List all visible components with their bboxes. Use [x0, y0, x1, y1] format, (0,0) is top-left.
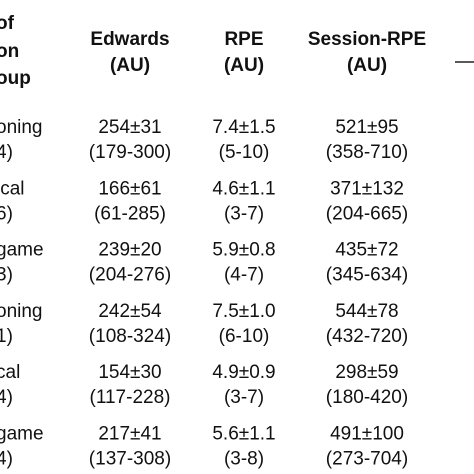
- cell: 239±20: [98, 240, 161, 261]
- stub-header: on: [0, 41, 19, 62]
- cell: 435±72: [335, 240, 398, 261]
- column-header: (AU): [110, 55, 150, 76]
- cell: (117-228): [90, 387, 171, 408]
- column-header: (AU): [224, 55, 264, 76]
- group-label: 1): [0, 326, 13, 347]
- group-label: oning: [0, 301, 43, 322]
- group-label: 4): [0, 449, 13, 470]
- cell: (3-7): [224, 203, 264, 224]
- group-label: 3): [0, 265, 13, 286]
- cell: (3-7): [224, 387, 264, 408]
- cell: 7.4±1.5: [212, 117, 275, 138]
- cell: (345-634): [326, 265, 408, 286]
- cell: 491±100: [330, 424, 404, 445]
- cell: 5.6±1.1: [212, 424, 275, 445]
- cell: (204-665): [326, 203, 408, 224]
- cell: (5-10): [219, 142, 270, 163]
- cell: (180-420): [326, 387, 408, 408]
- column-header: Session-RPE: [308, 29, 426, 50]
- cell: (358-710): [326, 142, 408, 163]
- group-label: 4): [0, 142, 13, 163]
- cell: 371±132: [330, 178, 404, 199]
- cell: 4.6±1.1: [212, 178, 275, 199]
- column-header: Edwards: [90, 29, 169, 50]
- group-label: ical: [0, 178, 25, 199]
- cell: (204-276): [89, 265, 171, 286]
- stub-header: of: [0, 13, 15, 34]
- cell: (108-324): [89, 326, 171, 347]
- group-label: game: [0, 424, 44, 445]
- cell: (137-308): [89, 449, 171, 470]
- cell: 521±95: [335, 117, 398, 138]
- cell: 7.5±1.0: [212, 301, 275, 322]
- group-label: 6): [0, 203, 13, 224]
- group-label: oning: [0, 117, 43, 138]
- stub-header: oup: [0, 68, 31, 89]
- group-label: cal: [0, 362, 20, 383]
- column-header: (AU): [347, 55, 387, 76]
- cell: 298±59: [335, 362, 398, 383]
- cell: (61-285): [94, 203, 166, 224]
- cell: (4-7): [224, 265, 264, 286]
- cell: 166±61: [98, 178, 161, 199]
- cell: 254±31: [98, 117, 161, 138]
- group-label: 4): [0, 387, 13, 408]
- cell: (273-704): [326, 449, 408, 470]
- cell: 242±54: [98, 301, 162, 322]
- cell: 544±78: [335, 301, 398, 322]
- cell: 4.9±0.9: [212, 362, 275, 383]
- cell: 5.9±0.8: [212, 240, 275, 261]
- cell: (3-8): [224, 449, 264, 470]
- cell: (179-300): [89, 142, 171, 163]
- column-header: RPE: [224, 29, 263, 50]
- group-label: game: [0, 240, 44, 261]
- cell: (432-720): [326, 326, 408, 347]
- cell: (6-10): [219, 326, 270, 347]
- cell: 217±41: [98, 424, 161, 445]
- cell: 154±30: [98, 362, 161, 383]
